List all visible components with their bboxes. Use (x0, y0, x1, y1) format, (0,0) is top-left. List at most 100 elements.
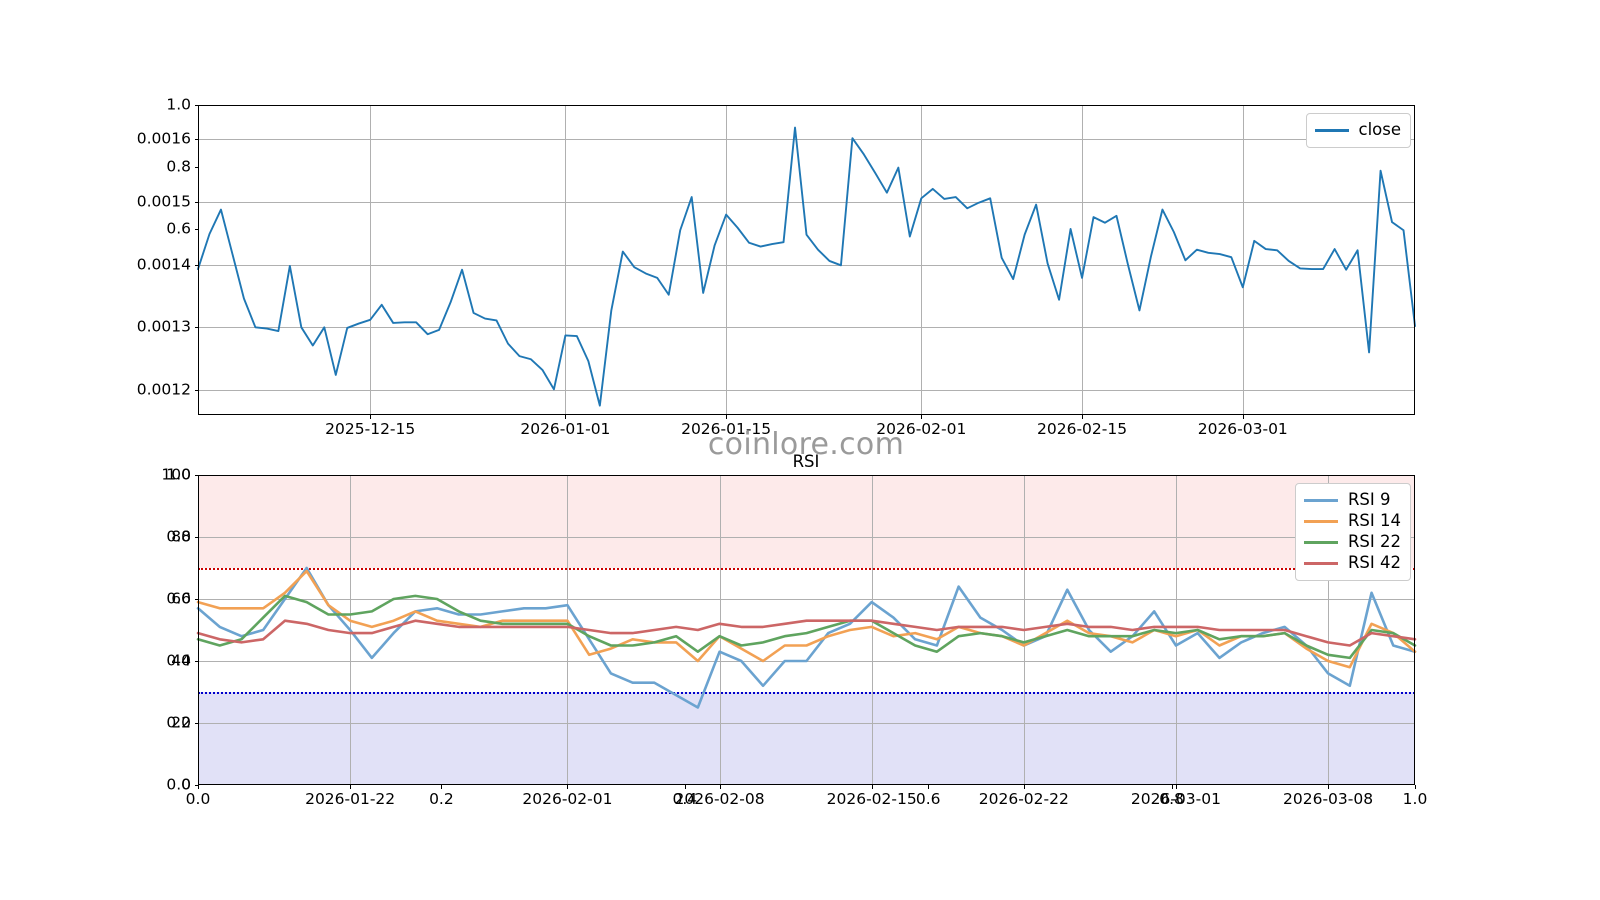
rsi-y-tick-label-secondary: 0.2 (166, 713, 191, 732)
price-y-tick-label-secondary: 0.6 (166, 219, 191, 238)
rsi-x-tick-mark-secondary (928, 785, 930, 789)
price-gridline-h (198, 327, 1415, 329)
rsi-x-tick-label: 2026-03-08 (1283, 790, 1374, 808)
rsi-y-tick-mark-secondary (194, 661, 198, 662)
rsi-chart-axes: 0 20 40 60 80 100 0.0 0.2 0.4 0.6 0.8 1.0 2026-01-… (161, 467, 1427, 807)
rsi-y-tick-label: 20 (171, 713, 191, 732)
rsi-y-tick-label: 80 (171, 527, 191, 546)
price-legend[interactable]: close (1305, 113, 1411, 148)
legend-swatch-close (1314, 129, 1349, 132)
rsi-gridline-v (1328, 475, 1330, 785)
rsi-y-tick-label-secondary: 0.6 (166, 589, 191, 608)
watermark-coinlore: coinlore.com (707, 427, 905, 462)
price-x-tick-mark (921, 415, 923, 419)
rsi-line-series (196, 566, 1417, 709)
price-line-series (197, 126, 1416, 407)
price-x-tick-label: 2026-01-15 (681, 420, 772, 438)
legend-swatch-rsi-9 (1303, 499, 1338, 502)
legend-label-close: close (1358, 120, 1402, 140)
rsi-y-tick-label-secondary: 1.0 (166, 465, 191, 484)
rsi-x-tick-mark-secondary (1171, 785, 1173, 789)
rsi-gridline-h (198, 723, 1415, 724)
rsi-series-rsi-42 (196, 619, 1417, 647)
price-series-close (197, 126, 1416, 407)
price-y-tick-mark (194, 327, 198, 329)
rsi-band-oversold-zone (198, 692, 1415, 785)
price-y-tick-mark-secondary (194, 105, 198, 106)
price-gridline-v (1242, 105, 1244, 415)
rsi-x-tick-mark-secondary (441, 785, 443, 789)
rsi-x-tick-label: 2026-03-01 (1130, 790, 1221, 808)
price-gridline-v (726, 105, 728, 415)
rsi-series-rsi-14 (196, 569, 1417, 669)
rsi-x-tick-label: 2026-02-01 (522, 790, 613, 808)
price-gridline-v (1082, 105, 1084, 415)
legend-label-rsi-9: RSI 9 (1347, 490, 1391, 510)
rsi-x-tick-label-secondary: 0.4 (672, 790, 698, 808)
legend-item-rsi-14[interactable]: RSI 14 (1303, 511, 1401, 532)
price-y-tick-label-secondary: 1.0 (166, 95, 191, 114)
rsi-y-tick-label-secondary: 0.4 (166, 651, 191, 670)
rsi-x-tick-label: 2026-02-08 (674, 790, 765, 808)
rsi-y-tick-label-secondary: 0.8 (166, 527, 191, 546)
price-y-tick-label: 0.0012 (136, 380, 191, 399)
price-gridline-v (565, 105, 567, 415)
price-x-tick-mark (726, 415, 728, 419)
legend-swatch-rsi-42 (1303, 562, 1338, 565)
price-y-tick-mark (194, 202, 198, 204)
rsi-gridline-v (567, 475, 569, 785)
rsi-x-tick-label-secondary: 1.0 (1402, 790, 1428, 808)
price-y-tick-mark (194, 139, 198, 141)
rsi-x-tick-label-secondary: 0.8 (1159, 790, 1184, 808)
legend-label-rsi-22: RSI 22 (1347, 532, 1401, 552)
price-gridline-h (198, 202, 1415, 204)
rsi-x-tick-mark (1175, 785, 1177, 789)
rsi-x-tick-label: 2026-02-22 (978, 790, 1069, 808)
price-y-tick-mark (194, 389, 198, 391)
rsi-legend[interactable]: RSI 9 RSI 14 RSI 22 RSI 42 (1294, 483, 1411, 581)
rsi-x-tick-label: 2026-02-15 (826, 790, 917, 808)
price-y-tick-label: 0.0013 (136, 317, 191, 336)
rsi-x-tick-mark-secondary (198, 785, 199, 789)
legend-label-rsi-42: RSI 42 (1347, 553, 1401, 573)
legend-swatch-rsi-14 (1303, 520, 1338, 523)
rsi-gridline-v (871, 475, 873, 785)
rsi-y-tick-mark-secondary (194, 475, 198, 476)
legend-item-close[interactable]: close (1314, 120, 1402, 141)
price-y-tick-label-secondary: 0.8 (166, 157, 191, 176)
price-gridline-h (198, 139, 1415, 141)
price-x-tick-mark (1082, 415, 1084, 419)
rsi-gridline-h (198, 599, 1415, 600)
rsi-x-tick-mark-secondary (684, 785, 686, 789)
price-chart-axes: 0.0012 0.0013 0.0014 0.0015 0.0016 0.6 0.8 1.0… (137, 97, 1416, 437)
rsi-y-tick-label: 40 (171, 651, 191, 670)
price-gridline-h (198, 264, 1415, 266)
rsi-hline-overbought (198, 568, 1415, 570)
price-y-tick-mark-secondary (194, 167, 198, 168)
price-x-tick-mark (370, 415, 372, 419)
price-x-tick-mark (565, 415, 567, 419)
price-y-tick-mark (194, 264, 198, 266)
price-x-tick-label: 2026-02-01 (876, 420, 967, 438)
legend-swatch-rsi-22 (1303, 541, 1338, 544)
price-x-tick-label: 2026-03-01 (1197, 420, 1288, 438)
rsi-x-tick-label: 2026-01-22 (305, 790, 396, 808)
rsi-y-tick-mark-secondary (194, 599, 198, 600)
legend-item-rsi-9[interactable]: RSI 9 (1303, 490, 1401, 511)
legend-item-rsi-42[interactable]: RSI 42 (1303, 553, 1401, 574)
rsi-x-tick-label-secondary: 0.2 (429, 790, 454, 808)
rsi-x-tick-mark (1023, 785, 1025, 789)
rsi-x-tick-label-secondary: 0.0 (185, 790, 211, 808)
price-y-tick-label: 0.0015 (136, 192, 191, 211)
rsi-x-tick-mark (350, 785, 352, 789)
price-x-tick-label: 2026-02-15 (1037, 420, 1128, 438)
price-y-tick-label: 0.0014 (136, 254, 191, 273)
rsi-gridline-h (198, 537, 1415, 538)
price-x-tick-mark (1242, 415, 1244, 419)
legend-item-rsi-22[interactable]: RSI 22 (1303, 532, 1401, 553)
rsi-x-tick-mark (719, 785, 721, 789)
price-gridline-v (370, 105, 372, 415)
legend-label-rsi-14: RSI 14 (1347, 511, 1401, 531)
rsi-y-tick-label: 100 (161, 465, 191, 484)
